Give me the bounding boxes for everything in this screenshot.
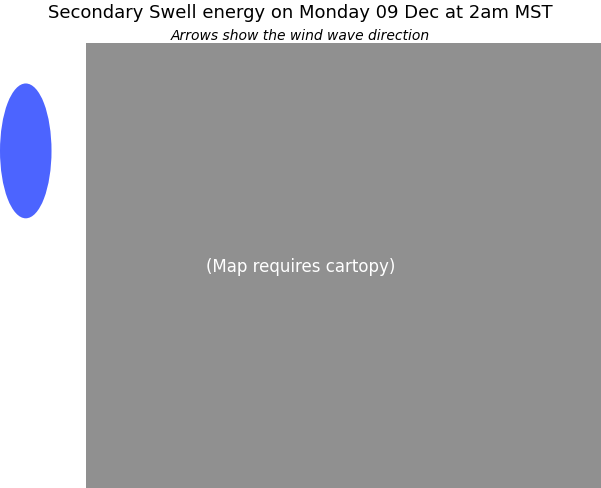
Text: (Map requires cartopy): (Map requires cartopy) xyxy=(206,257,395,275)
Ellipse shape xyxy=(0,84,52,219)
Bar xyxy=(86,44,601,488)
Text: Arrows show the wind wave direction: Arrows show the wind wave direction xyxy=(171,29,430,43)
Text: Secondary Swell energy on Monday 09 Dec at 2am MST: Secondary Swell energy on Monday 09 Dec … xyxy=(48,4,553,22)
